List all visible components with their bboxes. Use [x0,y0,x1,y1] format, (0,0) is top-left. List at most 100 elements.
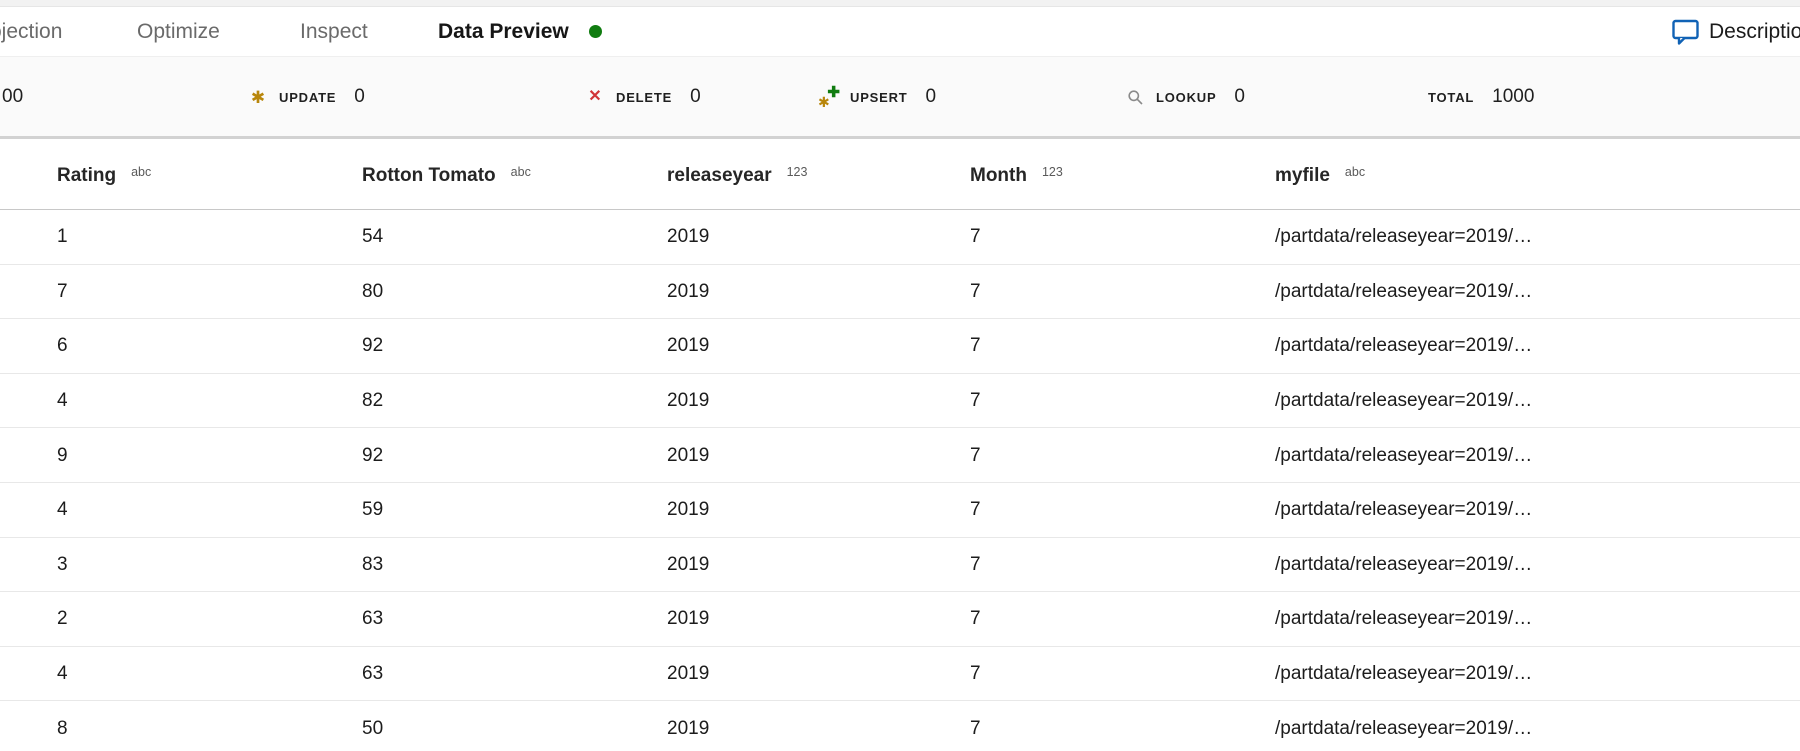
stat-lookup: LOOKUP 0 [1124,57,1245,137]
table-cell: 4 [57,390,68,412]
table-cell: /partdata/releaseyear=2019/… [1275,663,1533,685]
column-header-rotton-tomato[interactable]: Rotton Tomato abc [362,142,531,210]
column-header-releaseyear[interactable]: releaseyear 123 [667,142,807,210]
stat-total-value: 1000 [1492,86,1535,107]
stat-total: TOTAL 1000 [1428,57,1534,137]
column-type-badge: 123 [1041,165,1063,179]
table-row[interactable]: 4 63 2019 7/partdata/releaseyear=2019/… [0,647,1800,702]
table-row[interactable]: 4 82 2019 7/partdata/releaseyear=2019/… [0,374,1800,429]
column-type-badge: abc [510,165,531,179]
table-cell: 7 [970,390,981,412]
table-cell: 2019 [667,335,710,357]
comment-bubble-icon [1672,19,1700,45]
table-cell: 63 [362,663,384,685]
stat-update-value: 0 [354,86,365,107]
table-row[interactable]: 2 63 2019 7/partdata/releaseyear=2019/… [0,592,1800,647]
stat-lookup-value: 0 [1234,86,1245,107]
table-cell: 7 [970,663,981,685]
table-cell: 59 [362,499,384,521]
tab-inspect[interactable]: Inspect [300,19,368,43]
table-cell: 80 [362,280,384,302]
table-cell: 3 [57,553,68,575]
table-cell: 2019 [667,499,710,521]
table-cell: 63 [362,608,384,630]
column-name: Month [970,165,1027,186]
stat-upsert-value: 0 [925,86,937,107]
table-cell: 54 [362,226,384,248]
table-cell: 2019 [667,608,710,630]
column-name: Rating [57,165,117,186]
table-cell: /partdata/releaseyear=2019/… [1275,717,1533,739]
table-cell: 4 [57,499,68,521]
stat-lookup-label: LOOKUP [1156,89,1217,105]
column-name: myfile [1275,165,1330,186]
table-cell: 2019 [667,280,710,302]
table-row[interactable]: 8 50 2019 7/partdata/releaseyear=2019/… [0,701,1800,751]
table-cell: 2019 [667,553,710,575]
column-name: releaseyear [667,165,772,186]
table-cell: 7 [970,280,981,302]
description-button-label: Description [1709,19,1800,43]
table-cell: /partdata/releaseyear=2019/… [1275,226,1533,248]
table-row[interactable]: 6 92 2019 7/partdata/releaseyear=2019/… [0,319,1800,374]
table-body: 1 54 2019 7/partdata/releaseyear=2019/… 7 80 2… [0,210,1800,751]
table-cell: 82 [362,390,384,412]
table-cell: 1 [57,226,68,248]
stat-delete-label: DELETE [616,89,673,105]
column-header-rating[interactable]: Rating abc [57,142,151,210]
stat-delete: ✕ DELETE 0 [584,57,701,137]
stat-update: ✱ UPDATE 0 [247,57,365,137]
table-cell: 9 [57,444,68,466]
table-row[interactable]: 7 80 2019 7/partdata/releaseyear=2019/… [0,265,1800,320]
tab-projection[interactable]: Projection [0,19,63,43]
table-cell: 2019 [667,717,710,739]
table-cell: /partdata/releaseyear=2019/… [1275,280,1533,302]
column-name: Rotton Tomato [362,165,496,186]
row-modification-stats-bar: 00 ✱ UPDATE 0 ✕ DELETE 0 ✱ ✚ UPSERT 0 [0,56,1800,139]
table-header-row: Rating abc Rotton Tomato abc releaseyear 123 M… [0,142,1800,210]
table-cell: /partdata/releaseyear=2019/… [1275,335,1533,357]
table-cell: /partdata/releaseyear=2019/… [1275,390,1533,412]
table-cell: 50 [362,717,384,739]
top-edge-strip [0,0,1800,7]
column-type-badge: 123 [786,165,808,179]
stat-upsert: ✱ ✚ UPSERT 0 [818,57,936,137]
table-cell: 7 [970,499,981,521]
stat-upsert-label: UPSERT [850,89,908,105]
table-cell: 2 [57,608,68,630]
column-type-badge: abc [1344,165,1366,179]
table-row[interactable]: 3 83 2019 7/partdata/releaseyear=2019/… [0,538,1800,593]
tab-bar: Projection Optimize Inspect Data Preview… [0,7,1800,60]
upsert-asterisk-plus-icon: ✱ ✚ [818,84,840,110]
table-row[interactable]: 1 54 2019 7/partdata/releaseyear=2019/… [0,210,1800,265]
table-row[interactable]: 9 92 2019 7/partdata/releaseyear=2019/… [0,428,1800,483]
table-cell: /partdata/releaseyear=2019/… [1275,444,1533,466]
table-cell: 4 [57,663,68,685]
insert-count-partial: 00 [2,86,24,107]
tab-data-preview[interactable]: Data Preview [430,7,625,60]
lookup-magnifier-icon [1124,89,1146,106]
update-asterisk-icon: ✱ [250,87,266,107]
delete-x-icon: ✕ [588,88,602,105]
table-cell: /partdata/releaseyear=2019/… [1275,553,1533,575]
stat-delete-value: 0 [690,86,701,107]
data-preview-table: Rating abc Rotton Tomato abc releaseyear 123 M… [0,142,1800,751]
table-cell: 7 [970,226,981,248]
table-row[interactable]: 4 59 2019 7/partdata/releaseyear=2019/… [0,483,1800,538]
description-button[interactable]: Description [1672,7,1800,56]
table-cell: 2019 [667,663,710,685]
tab-data-preview-label: Data Preview [438,19,569,43]
table-cell: 83 [362,553,384,575]
tab-optimize[interactable]: Optimize [137,19,220,43]
table-cell: 8 [57,717,68,739]
column-header-myfile[interactable]: myfile abc [1275,142,1365,210]
table-cell: 7 [970,335,981,357]
table-cell: /partdata/releaseyear=2019/… [1275,608,1533,630]
column-type-badge: abc [131,165,152,179]
column-header-month[interactable]: Month 123 [970,142,1063,210]
table-cell: 92 [362,444,384,466]
table-cell: 92 [362,335,384,357]
table-cell: 2019 [667,226,710,248]
table-cell: 7 [57,280,68,302]
